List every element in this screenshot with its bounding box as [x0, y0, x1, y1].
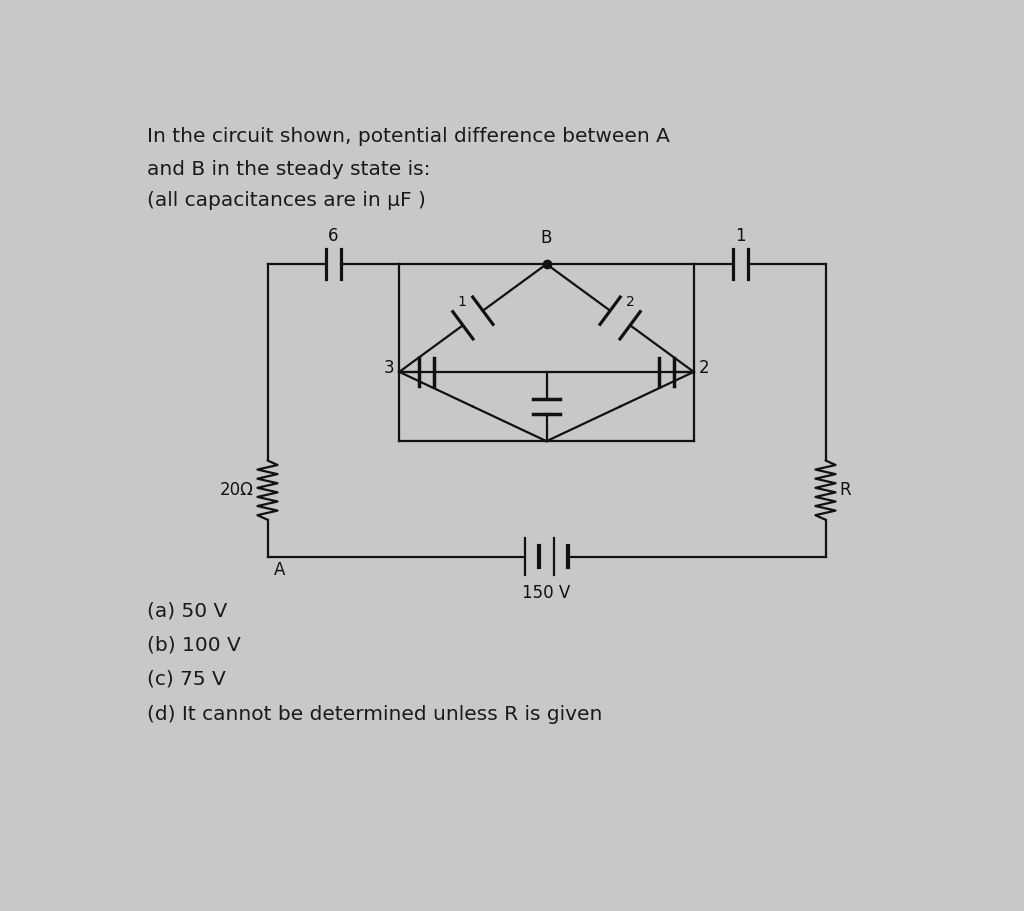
Text: (b) 100 V: (b) 100 V: [147, 635, 241, 654]
Text: A: A: [273, 560, 285, 578]
Text: 3: 3: [383, 359, 394, 377]
Text: (all capacitances are in μF ): (all capacitances are in μF ): [147, 191, 426, 210]
Text: 20Ω: 20Ω: [220, 481, 254, 499]
Text: In the circuit shown, potential difference between A: In the circuit shown, potential differen…: [147, 127, 671, 146]
Text: R: R: [840, 481, 851, 499]
Text: 2: 2: [627, 295, 635, 309]
Text: and B in the steady state is:: and B in the steady state is:: [147, 160, 431, 179]
Text: (a) 50 V: (a) 50 V: [147, 601, 227, 620]
Text: 2: 2: [699, 359, 710, 377]
Text: 1: 1: [735, 227, 745, 245]
Text: B: B: [541, 230, 552, 247]
Text: 150 V: 150 V: [522, 584, 570, 601]
Text: 1: 1: [458, 295, 467, 309]
Text: 6: 6: [328, 227, 339, 245]
Text: (d) It cannot be determined unless R is given: (d) It cannot be determined unless R is …: [147, 704, 603, 723]
Text: (c) 75 V: (c) 75 V: [147, 669, 226, 688]
